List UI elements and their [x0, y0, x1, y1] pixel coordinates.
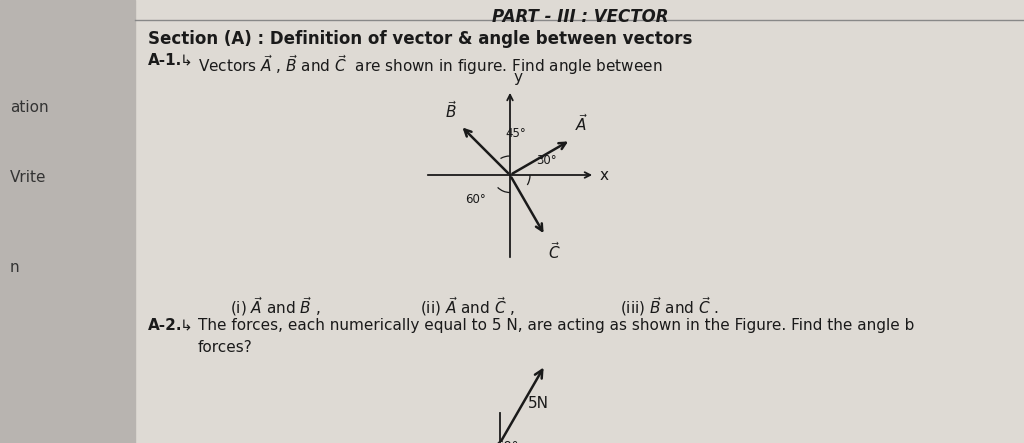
Text: $\vec{B}$: $\vec{B}$ — [445, 100, 458, 120]
Bar — [0, 0, 135, 443]
Text: A-2.: A-2. — [148, 318, 182, 333]
Text: $\vec{A}$: $\vec{A}$ — [574, 113, 588, 134]
Text: $\vec{C}$: $\vec{C}$ — [548, 241, 560, 261]
Text: 60°: 60° — [495, 440, 518, 443]
Text: 60°: 60° — [465, 193, 485, 206]
Text: 30°: 30° — [536, 154, 557, 167]
Text: Vrite: Vrite — [10, 170, 46, 185]
Text: forces?: forces? — [198, 340, 253, 355]
Text: The forces, each numerically equal to 5 N, are acting as shown in the Figure. Fi: The forces, each numerically equal to 5 … — [198, 318, 914, 333]
Text: A-1.: A-1. — [148, 53, 182, 68]
Text: x: x — [600, 167, 609, 183]
Text: ation: ation — [10, 100, 48, 115]
Text: 45°: 45° — [505, 127, 525, 140]
Text: 5N: 5N — [528, 396, 549, 411]
Text: Section (A) : Definition of vector & angle between vectors: Section (A) : Definition of vector & ang… — [148, 30, 692, 48]
Text: n: n — [10, 260, 19, 275]
Text: (iii) $\vec{B}$ and $\vec{C}$ .: (iii) $\vec{B}$ and $\vec{C}$ . — [620, 295, 719, 318]
Text: PART - III : VECTOR: PART - III : VECTOR — [492, 8, 669, 26]
Text: ↳: ↳ — [180, 318, 193, 333]
Text: ↳: ↳ — [180, 53, 193, 68]
Text: (ii) $\vec{A}$ and $\vec{C}$ ,: (ii) $\vec{A}$ and $\vec{C}$ , — [420, 295, 515, 318]
Text: (i) $\vec{A}$ and $\vec{B}$ ,: (i) $\vec{A}$ and $\vec{B}$ , — [230, 295, 321, 318]
Text: y: y — [513, 70, 522, 85]
Text: Vectors $\vec{A}$ , $\vec{B}$ and $\vec{C}$  are shown in figure. Find angle bet: Vectors $\vec{A}$ , $\vec{B}$ and $\vec{… — [198, 53, 663, 77]
